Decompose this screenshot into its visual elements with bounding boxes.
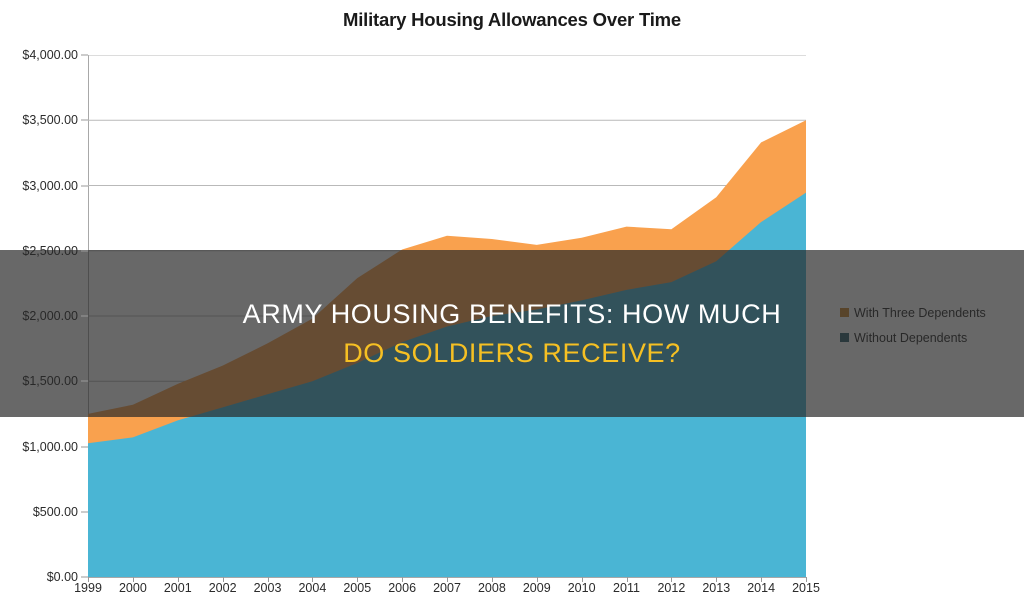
x-axis-tick-mark: [312, 577, 314, 582]
y-axis-tick-mark: [81, 250, 88, 252]
y-axis-tick-mark: [81, 380, 88, 382]
y-axis-tick-label: $3,500.00: [22, 113, 78, 128]
y-axis-tick-mark: [81, 54, 88, 56]
chart-title: Military Housing Allowances Over Time: [342, 9, 682, 30]
x-axis-tick-label: 1999: [74, 581, 102, 595]
y-axis-tick-label: $500.00: [32, 504, 78, 519]
x-axis-tick-mark: [671, 577, 673, 582]
x-axis-tick-mark: [177, 577, 179, 582]
y-axis-tick-mark: [81, 446, 88, 447]
x-axis-tick-mark: [357, 577, 359, 582]
x-axis-tick-label: 2004: [298, 581, 327, 595]
x-axis-tick-mark: [267, 577, 269, 582]
area-chart-svg: [88, 55, 806, 577]
legend-swatch-icon: [840, 333, 849, 342]
legend-label: With Three Dependents: [854, 305, 986, 320]
y-axis-tick-label: $4,000.00: [22, 48, 78, 62]
y-axis: $0.00 $500.00 $1,000.00 $1,500.00 $2,000.00 $…: [0, 48, 78, 584]
y-axis-tick-mark: [81, 119, 88, 121]
x-axis-tick-mark: [88, 577, 89, 582]
x-axis: 1999 2000 2001 2002 2003 2004 2005 2006 2007 2008…: [74, 581, 820, 603]
x-axis-tick-label: 2002: [208, 581, 237, 595]
x-axis-tick-mark: [761, 577, 763, 582]
x-axis-tick-label: 2014: [747, 581, 776, 595]
x-axis-tick-mark: [447, 577, 448, 582]
x-axis-tick-label: 2009: [522, 581, 551, 595]
legend-item[interactable]: Without Dependents: [840, 325, 1020, 350]
x-axis-tick-label: 2011: [613, 581, 640, 595]
y-axis-tick-mark: [81, 185, 88, 186]
y-axis-tick-mark: [81, 576, 88, 578]
x-axis-tick-mark: [581, 577, 583, 582]
y-axis-tick-label: $3,000.00: [22, 178, 78, 193]
y-axis-tick-label: $2,000.00: [22, 309, 78, 323]
y-axis-tick-label: $2,500.00: [22, 243, 78, 258]
plot-area: [88, 55, 806, 577]
x-axis-tick-mark: [222, 577, 224, 582]
x-axis-tick-label: 2001: [163, 581, 192, 595]
x-axis-tick-mark: [626, 577, 628, 582]
y-axis-tick-mark: [81, 511, 88, 513]
legend-label: Without Dependents: [854, 330, 968, 345]
y-axis-tick-label: $0.00: [46, 570, 78, 584]
x-axis-tick-mark: [806, 577, 807, 582]
x-axis-tick-mark: [402, 577, 404, 582]
x-axis-tick-label: 2010: [567, 581, 596, 595]
x-axis-tick-mark: [491, 577, 493, 582]
x-axis-tick-label: 2003: [253, 581, 282, 595]
y-axis-tick-label: $1,000.00: [22, 439, 78, 454]
legend-item[interactable]: With Three Dependents: [840, 300, 1020, 325]
x-axis-tick-label: 2000: [118, 581, 147, 595]
x-axis-tick-label: 2007: [433, 581, 461, 595]
chart-legend: With Three Dependents Without Dependents: [840, 300, 1020, 350]
x-axis-tick-label: 2012: [657, 581, 686, 595]
legend-swatch-icon: [840, 308, 849, 317]
x-axis-tick-label: 2008: [477, 581, 506, 595]
x-axis-tick-label: 2013: [702, 581, 731, 595]
x-axis-tick-mark: [132, 577, 134, 582]
x-axis-tick-mark: [716, 577, 718, 582]
x-axis-tick-label: 2005: [343, 581, 372, 595]
x-axis-tick-mark: [536, 577, 538, 582]
x-axis-tick-label: 2015: [792, 581, 820, 595]
y-axis-tick-mark: [81, 315, 88, 317]
y-axis-tick-label: $1,500.00: [22, 374, 78, 389]
x-axis-tick-label: 2006: [388, 581, 417, 595]
